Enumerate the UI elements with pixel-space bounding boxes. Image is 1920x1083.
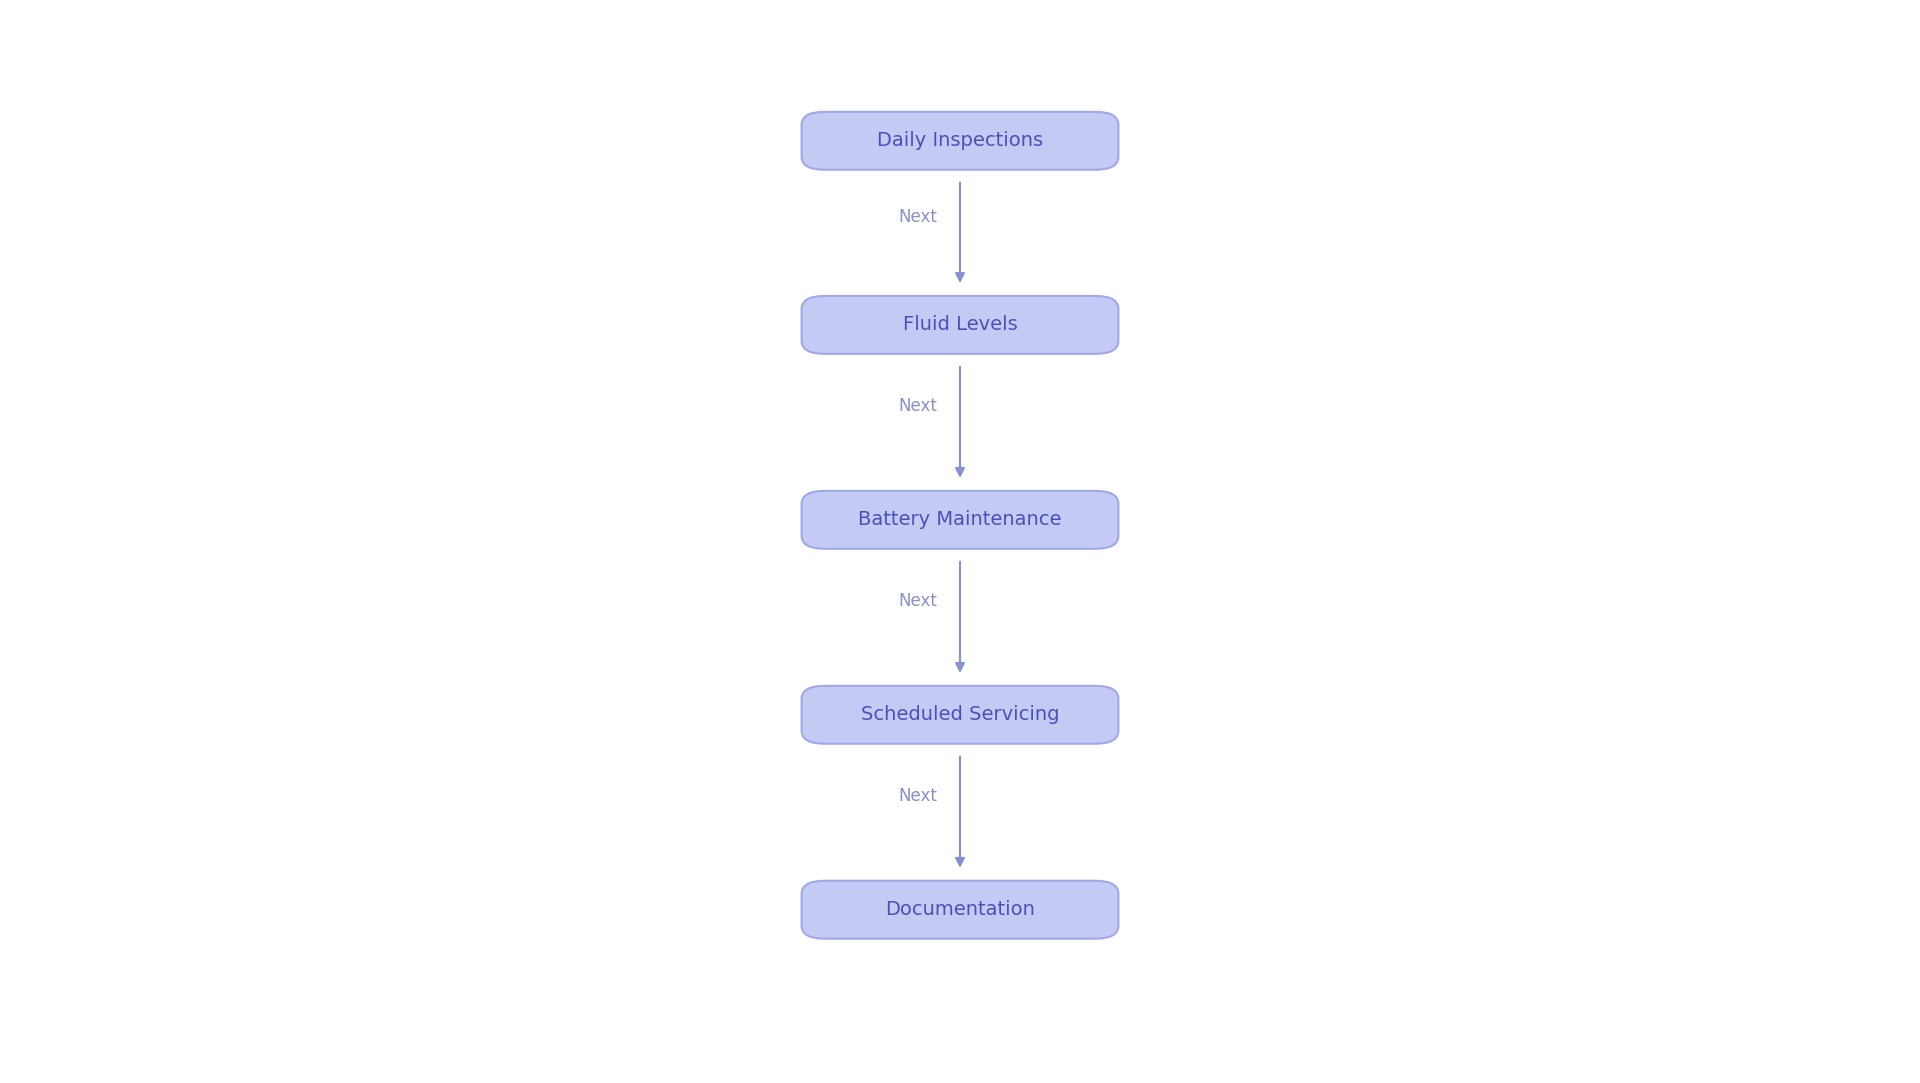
Text: Scheduled Servicing: Scheduled Servicing [860, 705, 1060, 725]
Text: Battery Maintenance: Battery Maintenance [858, 510, 1062, 530]
Text: Next: Next [899, 592, 937, 610]
Text: Next: Next [899, 208, 937, 225]
FancyBboxPatch shape [801, 880, 1117, 939]
Text: Daily Inspections: Daily Inspections [877, 131, 1043, 151]
Text: Next: Next [899, 787, 937, 805]
FancyBboxPatch shape [801, 686, 1117, 744]
FancyBboxPatch shape [801, 491, 1117, 549]
FancyBboxPatch shape [801, 112, 1117, 170]
Text: Documentation: Documentation [885, 900, 1035, 919]
Text: Next: Next [899, 397, 937, 415]
FancyBboxPatch shape [801, 296, 1117, 354]
Text: Fluid Levels: Fluid Levels [902, 315, 1018, 335]
